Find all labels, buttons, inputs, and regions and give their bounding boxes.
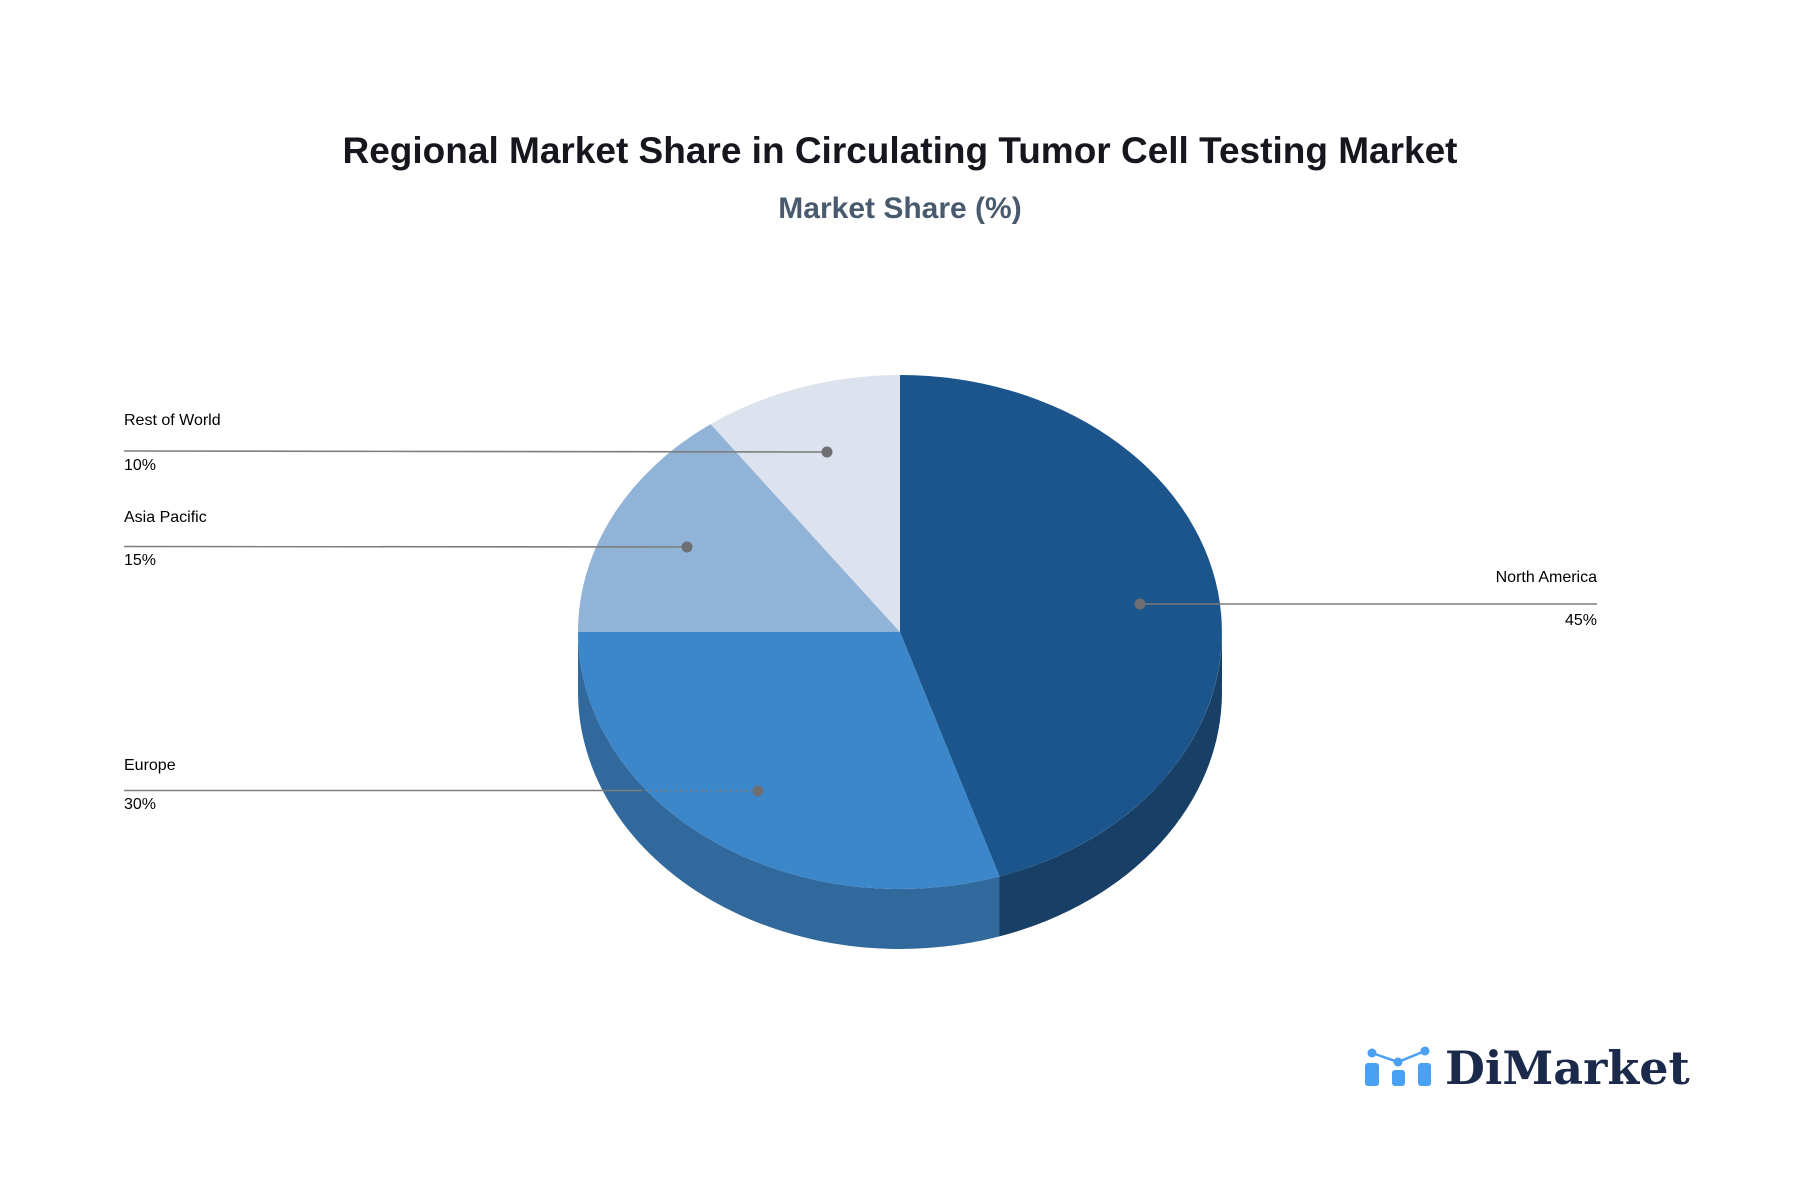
- mini-bar-chart-icon: [1365, 1046, 1431, 1086]
- chart-subtitle: Market Share (%): [778, 192, 1022, 225]
- pie-slice-rest-of-world[interactable]: [710, 375, 900, 632]
- leader-line-asia-pacific: [123, 545, 688, 548]
- pie-slice-north-america[interactable]: [900, 375, 1222, 877]
- slice-value-europe: 30%: [124, 796, 157, 813]
- leader-line-rest-of-world: [123, 450, 828, 453]
- slice-value-asia-pacific: 15%: [124, 552, 157, 569]
- pie-slice-asia-pacific[interactable]: [578, 424, 900, 632]
- leader-dot-rest-of-world: [821, 446, 833, 458]
- chart-title: Regional Market Share in Circulating Tum…: [342, 130, 1458, 171]
- brand-logo-text: DiMarket: [1445, 1041, 1690, 1095]
- slice-label-rest-of-world: Rest of World: [124, 412, 221, 429]
- leader-dot-asia-pacific: [681, 541, 693, 553]
- leader-dot-north-america: [1134, 598, 1146, 610]
- slice-value-rest-of-world: 10%: [124, 457, 157, 474]
- brand-logo: DiMarket: [1358, 1042, 1758, 1112]
- slice-value-north-america: 45%: [1564, 612, 1597, 629]
- slice-label-europe: Europe: [124, 757, 176, 774]
- pie-side-north-america: [999, 632, 1222, 937]
- slice-label-north-america: North America: [1495, 569, 1597, 586]
- leader-dot-europe: [752, 785, 764, 797]
- pie-side-europe: [578, 632, 1000, 949]
- slice-label-asia-pacific: Asia Pacific: [124, 509, 207, 526]
- pie-slice-europe[interactable]: [578, 632, 1000, 889]
